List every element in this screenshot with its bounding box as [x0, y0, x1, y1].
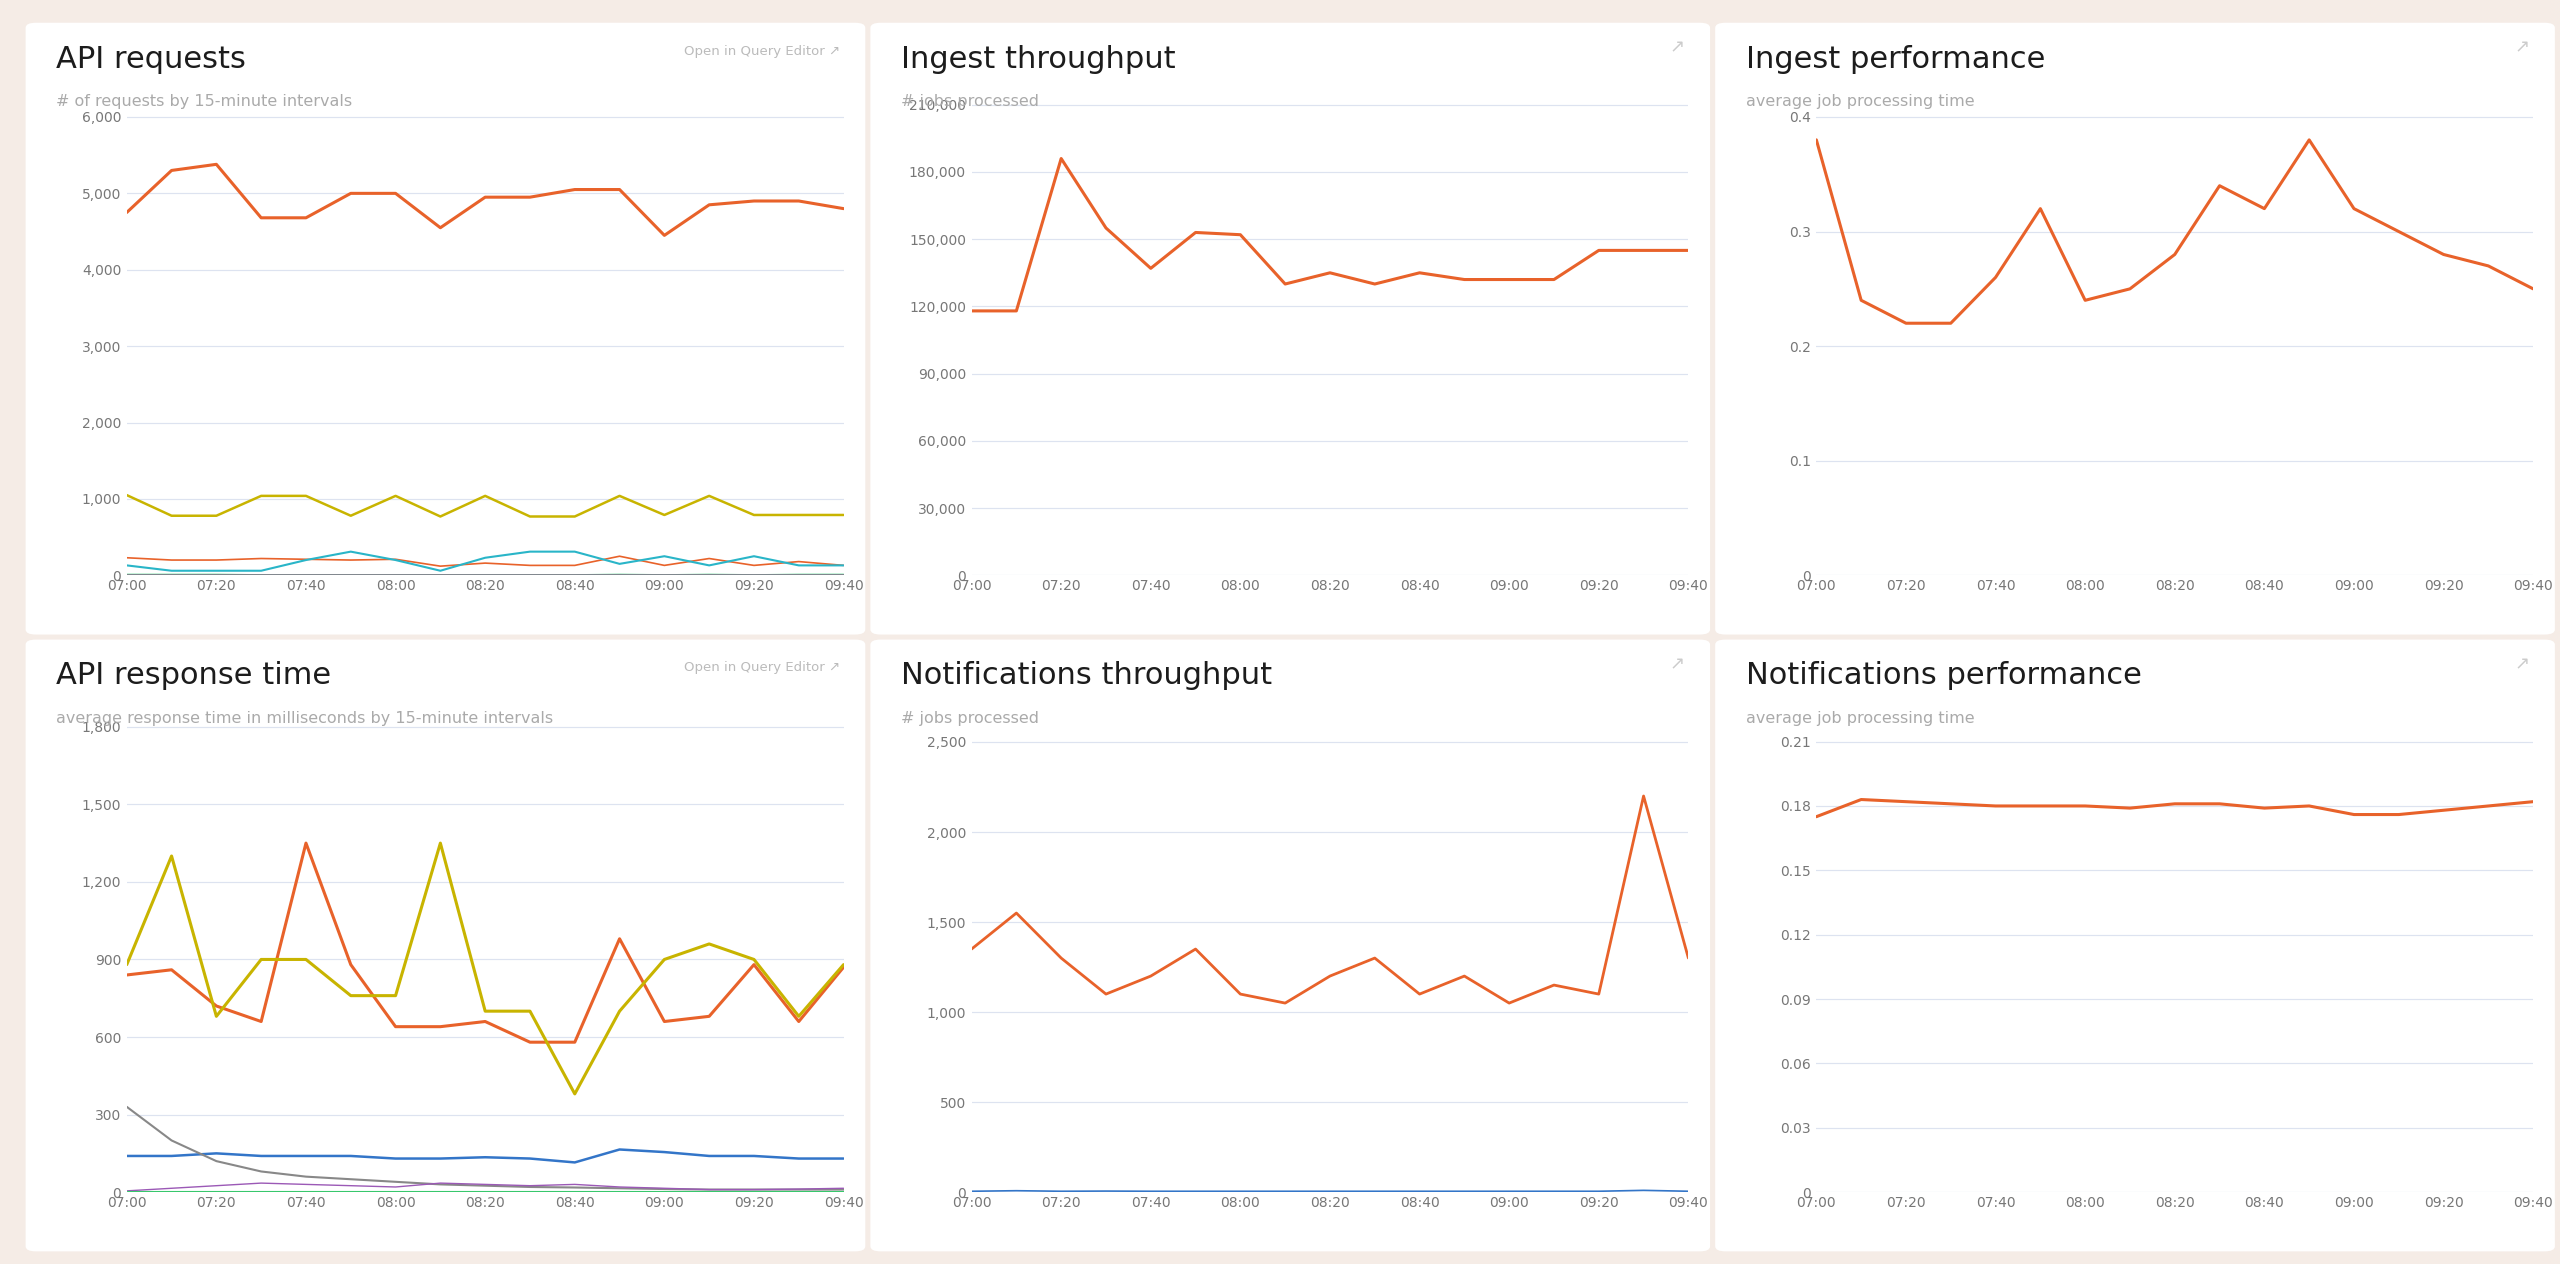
Text: Notifications performance: Notifications performance [1746, 661, 2143, 690]
Text: # jobs processed: # jobs processed [901, 710, 1039, 726]
Text: average job processing time: average job processing time [1746, 94, 1974, 109]
Text: Open in Query Editor ↗: Open in Query Editor ↗ [684, 44, 840, 58]
Text: Ingest throughput: Ingest throughput [901, 44, 1175, 73]
Text: ↗: ↗ [2514, 656, 2529, 674]
Text: Ingest performance: Ingest performance [1746, 44, 2045, 73]
Text: average job processing time: average job processing time [1746, 710, 1974, 726]
Text: API requests: API requests [56, 44, 246, 73]
Text: ↗: ↗ [1669, 39, 1684, 57]
Text: average response time in milliseconds by 15-minute intervals: average response time in milliseconds by… [56, 710, 553, 726]
Text: # of requests by 15-minute intervals: # of requests by 15-minute intervals [56, 94, 353, 109]
Text: # jobs processed: # jobs processed [901, 94, 1039, 109]
Text: Open in Query Editor ↗: Open in Query Editor ↗ [684, 661, 840, 675]
Text: Notifications throughput: Notifications throughput [901, 661, 1272, 690]
Text: ↗: ↗ [2514, 39, 2529, 57]
Text: ↗: ↗ [1669, 656, 1684, 674]
Text: API response time: API response time [56, 661, 330, 690]
